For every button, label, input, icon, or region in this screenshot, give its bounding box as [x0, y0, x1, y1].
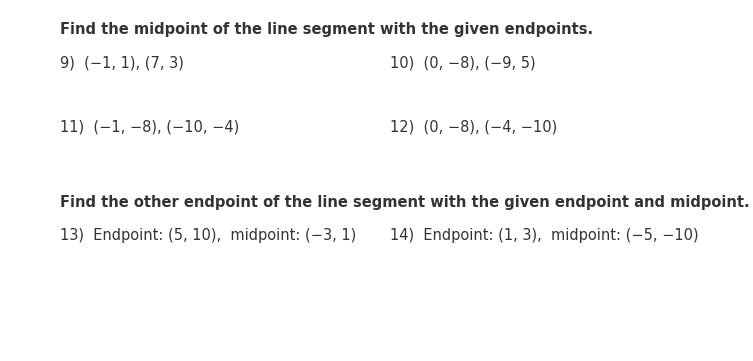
- Text: 11)  (−1, −8), (−10, −4): 11) (−1, −8), (−10, −4): [60, 120, 239, 135]
- Text: Find the midpoint of the line segment with the given endpoints.: Find the midpoint of the line segment wi…: [60, 22, 593, 37]
- Text: 10)  (0, −8), (−9, 5): 10) (0, −8), (−9, 5): [390, 55, 535, 70]
- Text: Find the other endpoint of the line segment with the given endpoint and midpoint: Find the other endpoint of the line segm…: [60, 195, 750, 210]
- Text: 9)  (−1, 1), (7, 3): 9) (−1, 1), (7, 3): [60, 55, 184, 70]
- Text: 13)  Endpoint: (5, 10),  midpoint: (−3, 1): 13) Endpoint: (5, 10), midpoint: (−3, 1): [60, 228, 356, 243]
- Text: 14)  Endpoint: (1, 3),  midpoint: (−5, −10): 14) Endpoint: (1, 3), midpoint: (−5, −10…: [390, 228, 699, 243]
- Text: 12)  (0, −8), (−4, −10): 12) (0, −8), (−4, −10): [390, 120, 557, 135]
